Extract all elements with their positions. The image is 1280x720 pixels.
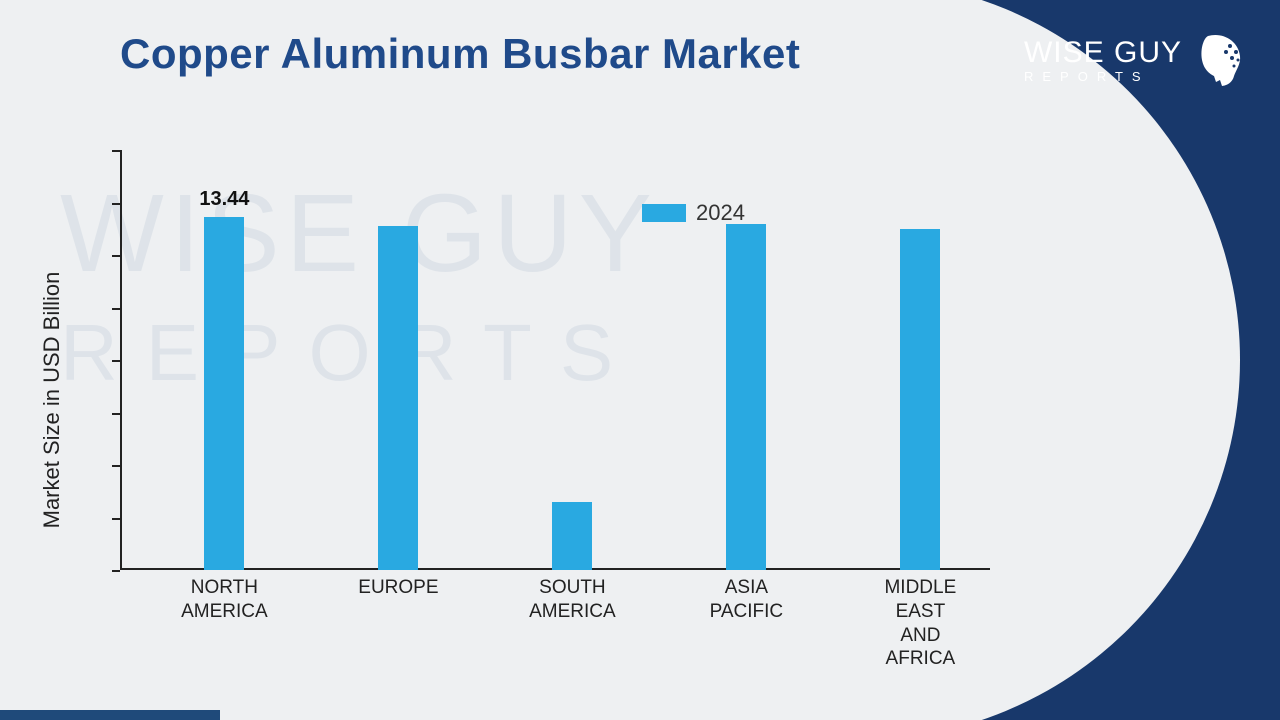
y-tick bbox=[112, 465, 120, 467]
category-label: ASIAPACIFIC bbox=[661, 576, 831, 624]
head-icon bbox=[1190, 30, 1250, 90]
bar bbox=[900, 229, 940, 570]
brand-logo-text: WISE GUY REPORTS bbox=[1024, 38, 1182, 83]
chart-title: Copper Aluminum Busbar Market bbox=[120, 30, 800, 78]
y-tick bbox=[112, 518, 120, 520]
bars-container: 13.44 bbox=[120, 150, 990, 570]
category-label: MIDDLEEASTANDAFRICA bbox=[835, 576, 1005, 671]
y-tick bbox=[112, 308, 120, 310]
stage: Copper Aluminum Busbar Market WISE GUY R… bbox=[0, 0, 1280, 720]
y-axis-label: Market Size in USD Billion bbox=[39, 272, 65, 529]
bottom-accent-bar bbox=[0, 710, 220, 720]
bar-value-label: 13.44 bbox=[199, 188, 249, 211]
chart-area: Market Size in USD Billion 2024 13.44 NO… bbox=[60, 130, 990, 670]
y-tick bbox=[112, 203, 120, 205]
bar bbox=[552, 502, 592, 570]
brand-logo: WISE GUY REPORTS bbox=[1024, 30, 1250, 90]
y-tick bbox=[112, 255, 120, 257]
category-label: NORTHAMERICA bbox=[139, 576, 309, 624]
bar bbox=[378, 226, 418, 570]
plot-area: 2024 13.44 bbox=[120, 150, 990, 570]
brand-logo-line2: REPORTS bbox=[1024, 70, 1182, 83]
y-tick bbox=[112, 413, 120, 415]
category-label: EUROPE bbox=[313, 576, 483, 600]
y-tick bbox=[112, 150, 120, 152]
bar bbox=[204, 217, 244, 570]
y-tick bbox=[112, 570, 120, 572]
brand-logo-line1: WISE GUY bbox=[1024, 38, 1182, 68]
bar bbox=[726, 224, 766, 571]
category-label: SOUTHAMERICA bbox=[487, 576, 657, 624]
y-tick bbox=[112, 360, 120, 362]
